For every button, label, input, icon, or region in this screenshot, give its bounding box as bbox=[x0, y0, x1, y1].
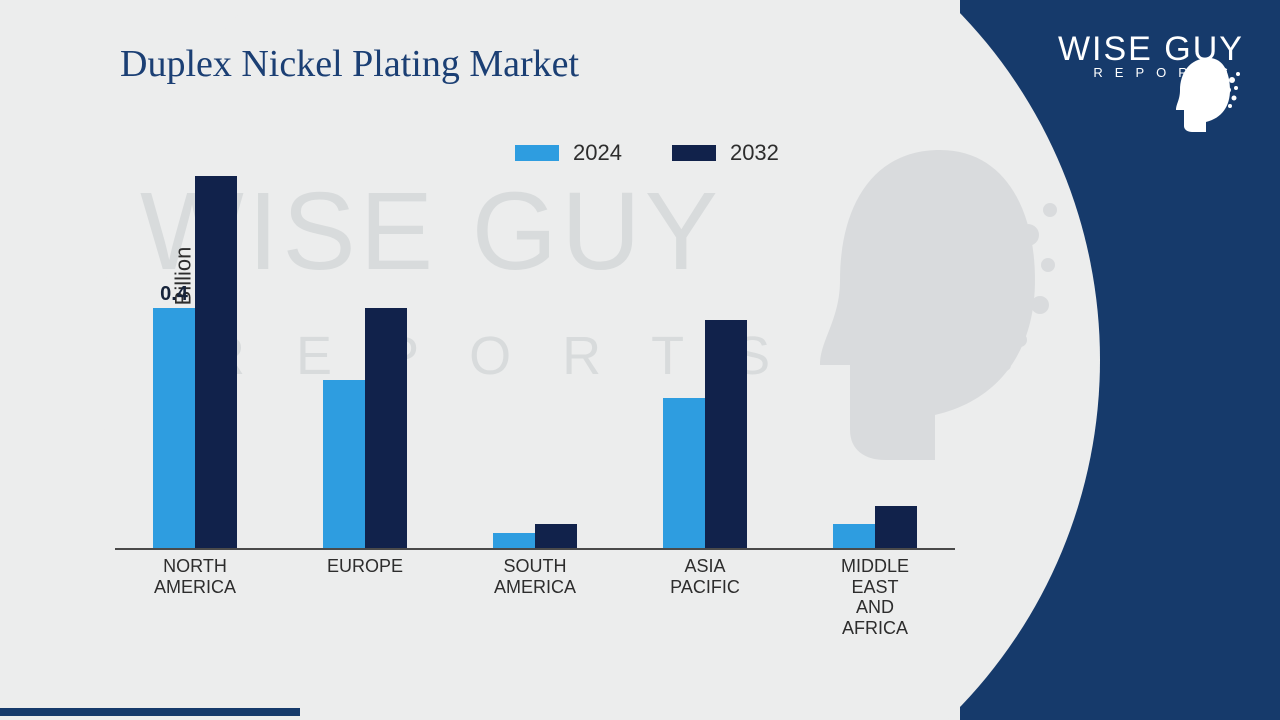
bar-group bbox=[475, 524, 595, 548]
plot-area: 0.4NORTHAMERICAEUROPESOUTHAMERICAASIAPAC… bbox=[115, 160, 955, 550]
bar-group bbox=[815, 506, 935, 548]
bar bbox=[323, 380, 365, 548]
category-label: SOUTHAMERICA bbox=[465, 556, 605, 597]
bar bbox=[493, 533, 535, 548]
brand-head-icon bbox=[1174, 54, 1244, 134]
bar bbox=[535, 524, 577, 548]
bottom-accent-bar bbox=[0, 708, 300, 716]
bar bbox=[365, 308, 407, 548]
bar bbox=[833, 524, 875, 548]
bar bbox=[705, 320, 747, 548]
bar bbox=[875, 506, 917, 548]
category-label: EUROPE bbox=[295, 556, 435, 577]
category-label: ASIAPACIFIC bbox=[635, 556, 775, 597]
legend-swatch-2024 bbox=[515, 145, 559, 161]
legend-swatch-2032 bbox=[672, 145, 716, 161]
bar-group bbox=[305, 308, 425, 548]
category-label: MIDDLEEASTANDAFRICA bbox=[805, 556, 945, 639]
bar-group bbox=[645, 320, 765, 548]
chart-canvas: WISE GUY REPORTS WISE GUY R E P O R T S … bbox=[0, 0, 1280, 720]
category-label: NORTHAMERICA bbox=[125, 556, 265, 597]
bar bbox=[195, 176, 237, 548]
bar bbox=[153, 308, 195, 548]
brand-logo: WISE GUY REPORTS bbox=[1058, 30, 1244, 80]
chart-area: Market Size in USD Billion 2024 2032 0.4… bbox=[95, 160, 955, 590]
bar-group bbox=[135, 176, 255, 548]
bar bbox=[663, 398, 705, 548]
chart-title: Duplex Nickel Plating Market bbox=[120, 42, 579, 86]
